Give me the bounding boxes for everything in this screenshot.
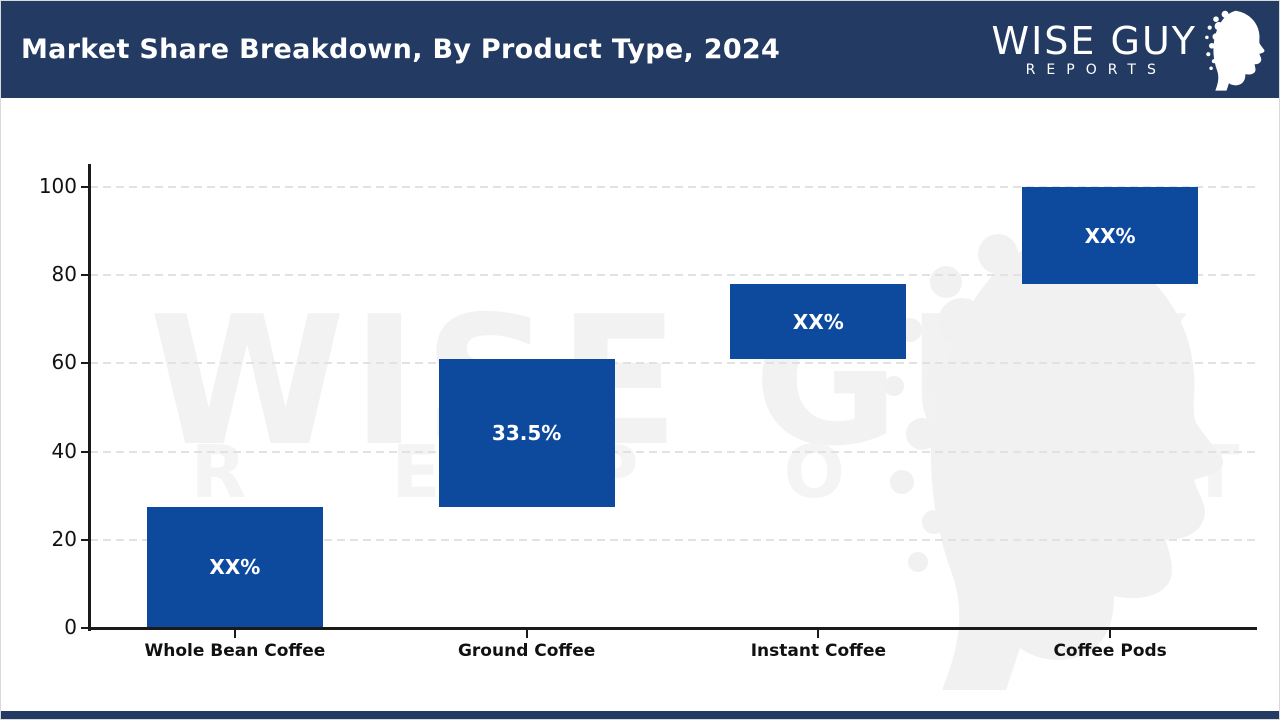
bar-value-label: 33.5% xyxy=(491,420,562,445)
header-bar: Market Share Breakdown, By Product Type,… xyxy=(1,1,1279,98)
gridline-40 xyxy=(90,450,1256,453)
gridline-100 xyxy=(90,186,1256,188)
category-label-1: Ground Coffee xyxy=(457,641,596,661)
page-title: Market Share Breakdown, By Product Type,… xyxy=(21,34,781,65)
bar-value-label: XX% xyxy=(792,309,844,334)
category-label-3: Coffee Pods xyxy=(1053,641,1167,661)
y-tick-label-100: 100 xyxy=(38,174,77,198)
bar-coffee-pods: XX% xyxy=(1022,187,1199,285)
bar-instant-coffee: XX% xyxy=(730,284,907,359)
y-tick-20 xyxy=(81,538,89,541)
y-tick-label-60: 60 xyxy=(51,350,77,375)
logo-face-icon xyxy=(1205,10,1265,91)
y-tick-label-20: 20 xyxy=(51,526,77,551)
y-tick-label-80: 80 xyxy=(51,262,77,287)
y-tick-40 xyxy=(81,450,89,453)
x-tick-1 xyxy=(525,630,528,638)
category-label-2: Instant Coffee xyxy=(750,641,887,661)
logo-wordmark: WISE GUY REPORTS xyxy=(992,22,1197,78)
wise-guy-logo: WISE GUY REPORTS xyxy=(992,8,1267,92)
y-axis-line xyxy=(88,164,91,631)
y-tick-60 xyxy=(81,362,89,365)
gridline-80 xyxy=(90,274,1256,277)
x-tick-0 xyxy=(233,630,236,638)
x-tick-3 xyxy=(1109,630,1112,638)
y-tick-label-0: 0 xyxy=(64,615,77,639)
y-tick-0 xyxy=(81,627,89,629)
logo-wordmark-line1: WISE GUY xyxy=(991,18,1197,63)
footer-bar xyxy=(1,711,1279,719)
x-tick-2 xyxy=(817,630,820,638)
y-tick-label-40: 40 xyxy=(51,438,77,463)
bar-value-label: XX% xyxy=(1084,223,1136,248)
bar-value-label: XX% xyxy=(209,555,261,580)
chart-area: WISE GUY R E P O R T S XX%Whole Bean Cof… xyxy=(1,98,1279,714)
gridline-20 xyxy=(90,538,1256,541)
logo-wordmark-line2: REPORTS xyxy=(1025,61,1167,78)
x-axis-line xyxy=(88,627,1257,630)
y-tick-100 xyxy=(81,186,89,188)
category-label-0: Whole Bean Coffee xyxy=(144,641,326,661)
gridline-60 xyxy=(90,362,1256,365)
bar-whole-bean-coffee: XX% xyxy=(146,506,323,628)
y-tick-80 xyxy=(81,274,89,277)
bar-ground-coffee: 33.5% xyxy=(438,358,615,507)
